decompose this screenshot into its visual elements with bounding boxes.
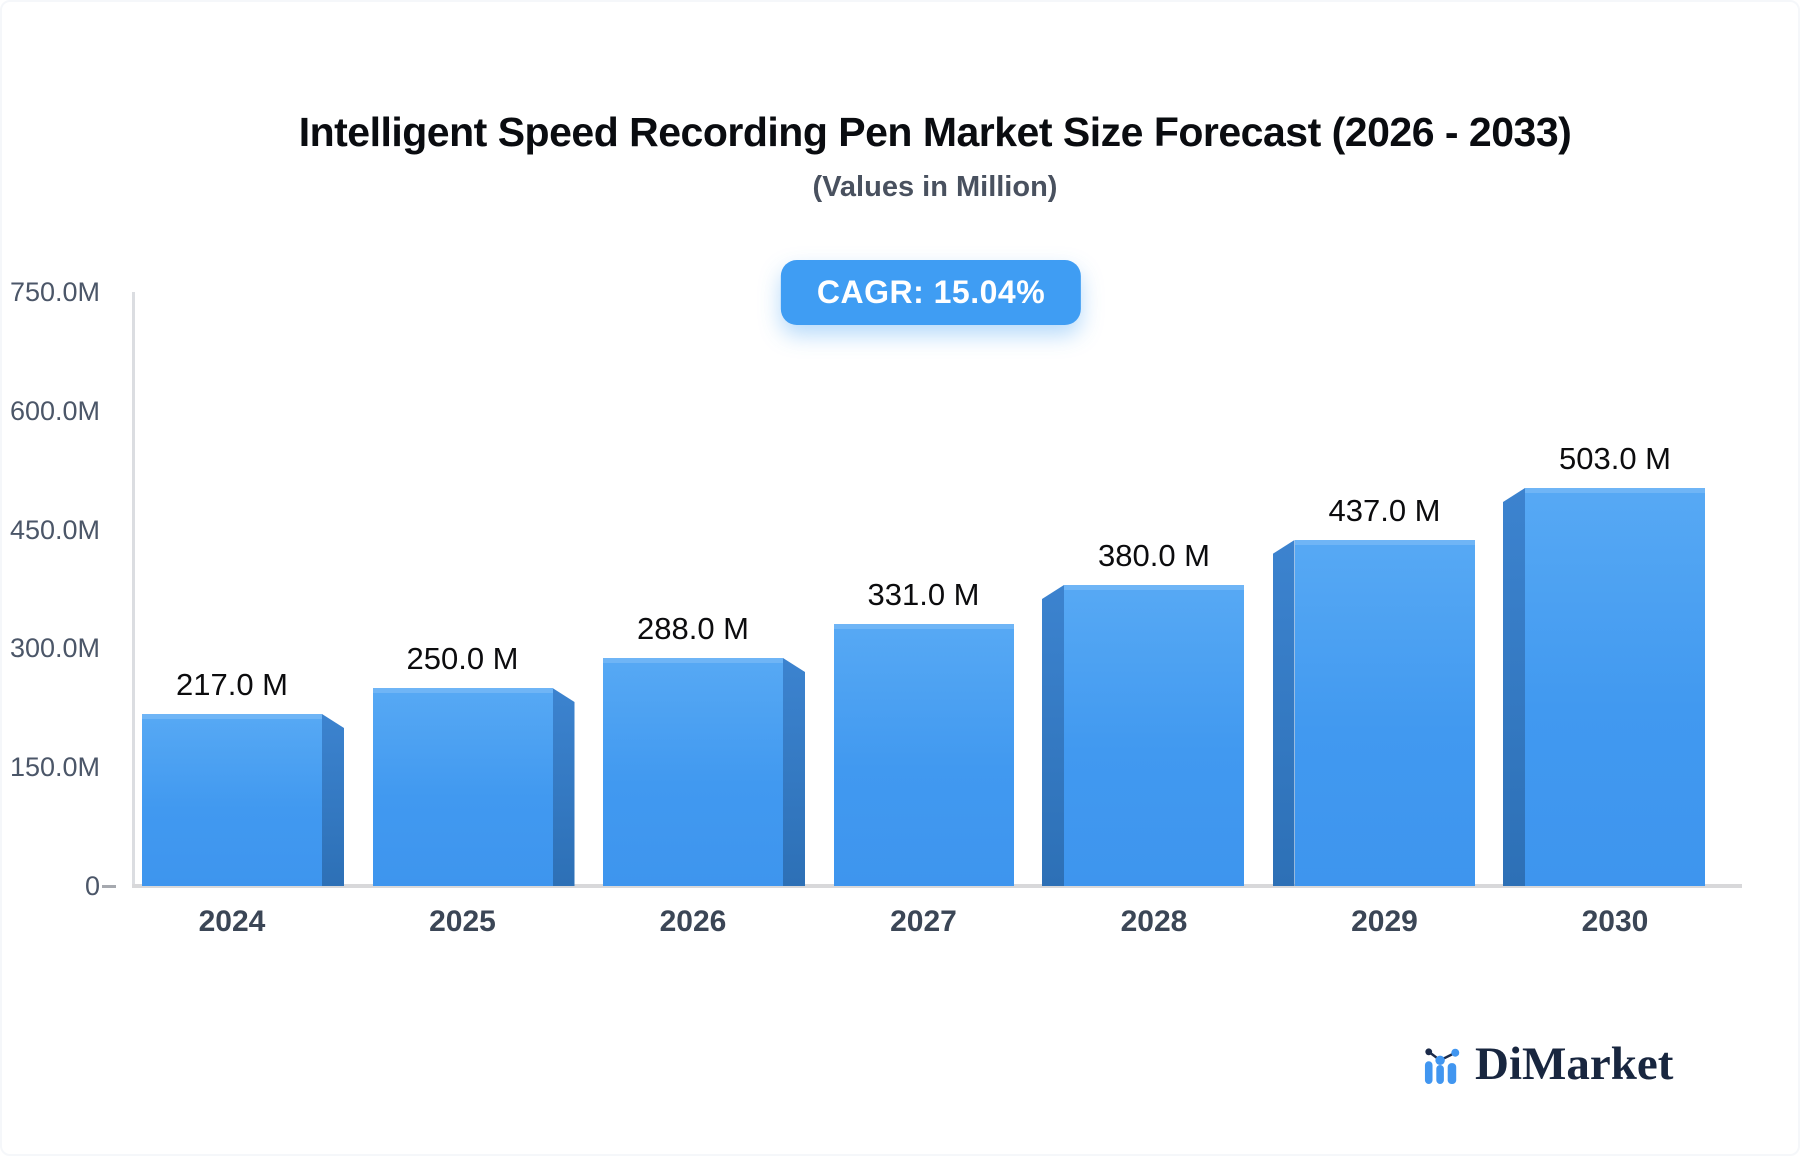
chart-title: Intelligent Speed Recording Pen Market S… (298, 109, 1572, 155)
bar-value-label: 217.0 M (175, 667, 288, 702)
x-tick-label: 2030 (1581, 905, 1649, 938)
bar-top-highlight (142, 714, 322, 719)
bar-side-face (1042, 585, 1064, 886)
bar-main-face (833, 624, 1014, 886)
x-tick-label: 2027 (890, 905, 957, 938)
bar-side-face (783, 658, 805, 886)
y-tick-label: 150.0M (9, 752, 100, 782)
chart-subtitle: (Values in Million) (812, 171, 1058, 203)
cagr-badge-label: CAGR: 15.04% (816, 274, 1046, 310)
zero-tick-dash (102, 885, 116, 888)
bar-side-face (1503, 488, 1525, 886)
x-tick-label: 2026 (659, 905, 727, 938)
x-axis-baseline (132, 884, 1742, 888)
cagr-badge: CAGR: 15.04% (780, 260, 1082, 325)
bar-top-highlight (603, 658, 783, 663)
bar-main-face (1294, 540, 1475, 886)
bar-top-highlight (1525, 488, 1705, 493)
y-tick-label: 300.0M (9, 633, 100, 663)
bar-value-label: 380.0 M (1097, 538, 1210, 573)
x-tick-label: 2028 (1120, 905, 1188, 938)
x-tick-label: 2029 (1351, 905, 1418, 938)
bar-value-label: 331.0 M (867, 577, 980, 612)
bar-top-highlight (372, 688, 553, 693)
bar-value-label: 250.0 M (406, 641, 519, 676)
y-tick-label: 600.0M (9, 396, 100, 426)
x-tick-label: 2024 (198, 905, 266, 938)
brand-logo-text: DiMarket (1475, 1038, 1674, 1090)
bar-main-face (372, 688, 553, 886)
x-tick-label: 2025 (429, 905, 496, 938)
bar-top-highlight (1064, 585, 1244, 590)
y-tick-label: 0 (84, 871, 100, 901)
chart-header: Intelligent Speed Recording Pen Market S… (35, 108, 1800, 204)
bar-main-face (1064, 585, 1244, 886)
bar-top-highlight (1294, 540, 1475, 545)
bar-main-face (142, 714, 322, 886)
bar-main-face (1525, 488, 1705, 886)
bar-value-label: 503.0 M (1558, 441, 1671, 476)
bar-side-face (552, 688, 575, 886)
y-axis-line (132, 292, 135, 886)
bar-top-highlight (833, 624, 1014, 629)
bar-main-face (603, 658, 783, 886)
y-tick-label: 450.0M (9, 515, 100, 545)
bar-value-label: 437.0 M (1328, 493, 1441, 528)
bar-side-face (1272, 540, 1295, 886)
brand-logo: DiMarket (1424, 1040, 1673, 1088)
y-tick-label: 750.0M (9, 277, 100, 307)
mini-bar-line-chart-icon (1424, 1048, 1460, 1084)
bar-value-label: 288.0 M (636, 611, 749, 646)
bar-side-face (322, 714, 344, 886)
